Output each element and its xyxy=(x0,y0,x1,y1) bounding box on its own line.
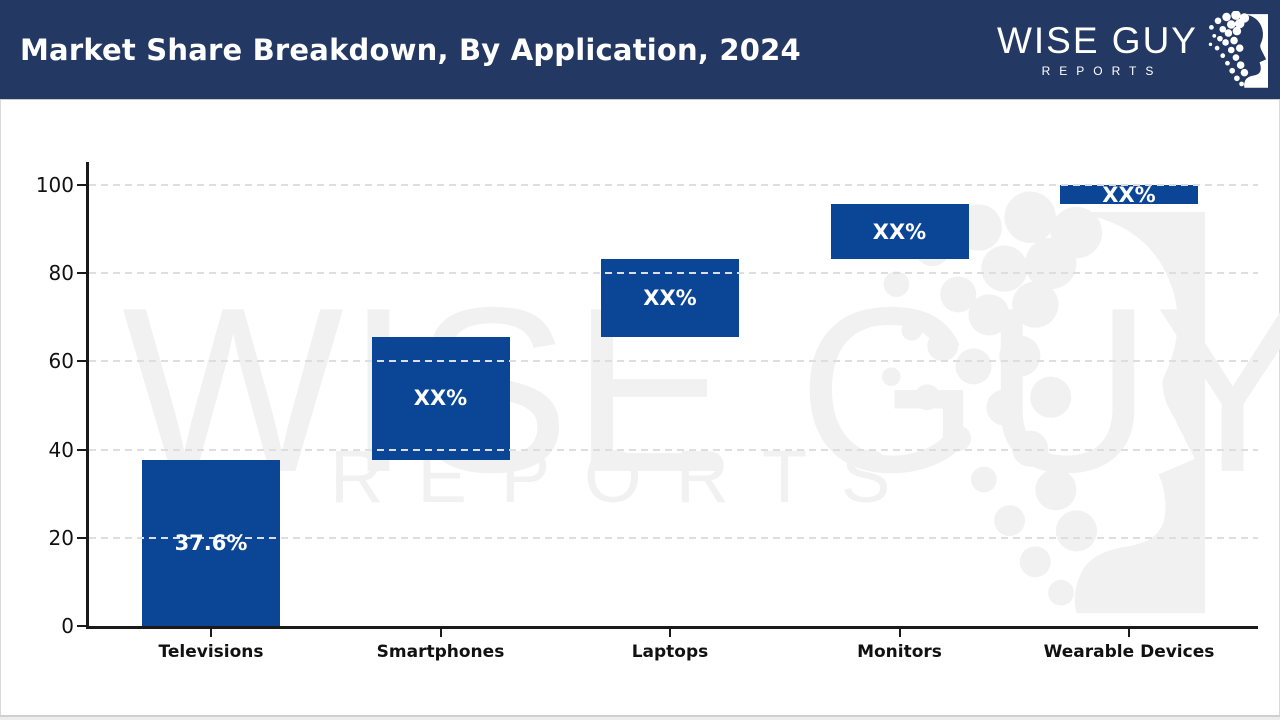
bar-value-label: XX% xyxy=(643,285,697,310)
y-tick-label: 0 xyxy=(61,614,74,638)
bar-value-label: XX% xyxy=(1102,182,1156,207)
chart-title: Market Share Breakdown, By Application, … xyxy=(20,32,801,67)
y-tick xyxy=(77,448,87,451)
gridline xyxy=(89,360,1258,363)
x-tick xyxy=(439,629,442,637)
gridline xyxy=(89,448,1258,451)
gridline xyxy=(89,272,1258,275)
wiseguy-logo: WISE GUY REPORTS xyxy=(997,11,1268,89)
bar-value-label: XX% xyxy=(872,219,927,244)
logo-name-text: WISE GUY xyxy=(996,19,1198,61)
y-tick xyxy=(77,625,87,627)
y-tick xyxy=(77,360,87,363)
x-tick xyxy=(1128,629,1130,637)
gridline xyxy=(89,536,1258,539)
logo-sub-text: REPORTS xyxy=(1041,63,1163,78)
y-tick xyxy=(77,183,87,186)
x-tick xyxy=(669,629,671,637)
x-axis-label: Smartphones xyxy=(376,642,505,662)
logo-head-icon xyxy=(1202,11,1268,89)
gridline xyxy=(89,183,1258,186)
x-tick xyxy=(210,629,212,637)
y-tick-label: 20 xyxy=(48,525,74,550)
y-axis-line xyxy=(86,162,89,629)
x-axis-label: Wearable Devices xyxy=(1043,642,1215,662)
bar xyxy=(830,204,969,260)
x-axis-line xyxy=(86,626,1258,629)
waterfall-chart: 0 20 40 60 80 100 37.6% Televisions XX% Smartphon… xyxy=(0,100,1280,720)
y-tick-label: 100 xyxy=(35,172,74,197)
bar xyxy=(1060,184,1198,205)
y-tick xyxy=(77,536,87,539)
footer-strip xyxy=(0,717,1280,720)
x-axis-label: Laptops xyxy=(631,642,709,662)
bar-value-label: XX% xyxy=(413,386,468,411)
x-axis-label: Monitors xyxy=(857,642,942,662)
y-tick-label: 80 xyxy=(48,261,74,286)
x-axis-label: Televisions xyxy=(158,642,264,662)
y-tick xyxy=(77,272,87,275)
header-bar: Market Share Breakdown, By Application, … xyxy=(0,0,1280,100)
footer-rule xyxy=(0,715,1280,717)
x-tick xyxy=(898,629,901,637)
logo-wordmark: WISE GUY REPORTS xyxy=(997,22,1198,78)
bar-value-label: 37.6% xyxy=(174,531,248,556)
bar xyxy=(142,460,280,626)
y-tick-label: 60 xyxy=(48,349,74,374)
bar xyxy=(371,336,510,461)
y-tick-label: 40 xyxy=(48,437,74,462)
